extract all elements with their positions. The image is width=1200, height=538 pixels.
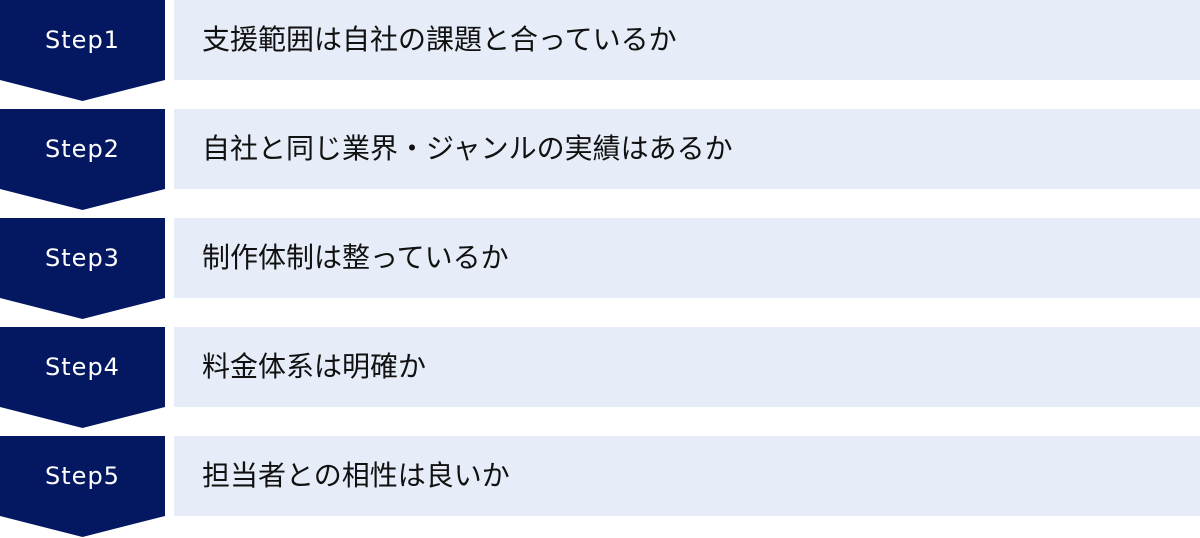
step-label: Step3 xyxy=(45,244,120,272)
step-row: Step1 支援範囲は自社の課題と合っているか xyxy=(0,0,1200,102)
step-text: 担当者との相性は良いか xyxy=(202,459,510,492)
step-label: Step1 xyxy=(45,26,120,54)
step-badge: Step3 xyxy=(0,218,165,319)
step-row: Step2 自社と同じ業界・ジャンルの実績はあるか xyxy=(0,109,1200,211)
step-box: 料金体系は明確か xyxy=(174,327,1200,407)
step-box: 制作体制は整っているか xyxy=(174,218,1200,298)
step-text: 料金体系は明確か xyxy=(202,350,427,383)
step-badge: Step2 xyxy=(0,109,165,210)
step-row: Step4 料金体系は明確か xyxy=(0,327,1200,429)
step-box: 支援範囲は自社の課題と合っているか xyxy=(174,0,1200,80)
step-text: 支援範囲は自社の課題と合っているか xyxy=(202,23,677,56)
step-text: 自社と同じ業界・ジャンルの実績はあるか xyxy=(202,132,733,165)
step-box: 担当者との相性は良いか xyxy=(174,436,1200,516)
step-badge: Step5 xyxy=(0,436,165,537)
step-row: Step5 担当者との相性は良いか xyxy=(0,436,1200,538)
step-badge: Step1 xyxy=(0,0,165,101)
step-label: Step4 xyxy=(45,353,120,381)
step-row: Step3 制作体制は整っているか xyxy=(0,218,1200,320)
step-badge: Step4 xyxy=(0,327,165,428)
step-box: 自社と同じ業界・ジャンルの実績はあるか xyxy=(174,109,1200,189)
step-label: Step2 xyxy=(45,135,120,163)
step-text: 制作体制は整っているか xyxy=(202,241,509,274)
step-label: Step5 xyxy=(45,462,120,490)
